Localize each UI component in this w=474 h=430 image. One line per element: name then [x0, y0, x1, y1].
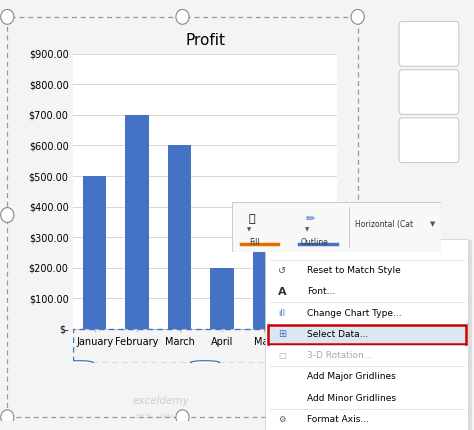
Circle shape — [351, 9, 364, 24]
Text: ⚙: ⚙ — [278, 415, 286, 424]
FancyBboxPatch shape — [238, 206, 289, 247]
Circle shape — [351, 410, 364, 425]
Text: Horizontal (Cat: Horizontal (Cat — [356, 220, 413, 229]
Text: Font...: Font... — [307, 287, 336, 296]
Text: ıll: ıll — [279, 309, 286, 318]
Text: Delete: Delete — [307, 245, 337, 254]
Text: Reset to Match Style: Reset to Match Style — [307, 266, 401, 275]
Text: ↺: ↺ — [278, 266, 286, 276]
Bar — [295, 207, 319, 329]
Text: Change Chart Type...: Change Chart Type... — [307, 309, 402, 318]
Text: Outline: Outline — [301, 238, 329, 247]
Circle shape — [176, 9, 189, 24]
Text: 3-D Rotation...: 3-D Rotation... — [307, 351, 373, 360]
FancyBboxPatch shape — [399, 118, 459, 163]
FancyBboxPatch shape — [399, 22, 459, 66]
Text: Select Data...: Select Data... — [307, 330, 368, 339]
Circle shape — [176, 410, 189, 425]
Text: ✎: ✎ — [423, 83, 435, 97]
Circle shape — [1, 208, 14, 222]
Title: Profit: Profit — [185, 34, 225, 49]
Bar — [126, 115, 149, 329]
FancyBboxPatch shape — [399, 70, 459, 114]
Text: ✏: ✏ — [305, 215, 315, 224]
Circle shape — [1, 410, 14, 425]
Text: Fill: Fill — [249, 238, 260, 247]
Text: Add Minor Gridlines: Add Minor Gridlines — [307, 393, 396, 402]
FancyBboxPatch shape — [270, 240, 472, 430]
Text: EXCEL • DATA • BI: EXCEL • DATA • BI — [136, 414, 186, 419]
Text: +: + — [423, 35, 435, 49]
Circle shape — [191, 361, 219, 365]
Bar — [253, 237, 276, 329]
FancyBboxPatch shape — [265, 239, 468, 430]
Text: ▼: ▼ — [305, 227, 310, 232]
Circle shape — [64, 361, 93, 365]
FancyBboxPatch shape — [267, 325, 465, 344]
Text: ⊽: ⊽ — [423, 132, 435, 145]
Text: ⊞: ⊞ — [278, 329, 286, 339]
Text: ▼: ▼ — [430, 221, 436, 227]
Text: Format Axis...: Format Axis... — [307, 415, 369, 424]
Bar — [83, 176, 106, 329]
Text: 🪣: 🪣 — [249, 215, 255, 224]
Text: _: _ — [262, 236, 265, 245]
Text: ▼: ▼ — [247, 227, 251, 232]
Bar — [210, 268, 234, 329]
Text: A: A — [278, 287, 286, 297]
Circle shape — [351, 208, 364, 222]
Text: Add Major Gridlines: Add Major Gridlines — [307, 372, 396, 381]
Text: exceldemy: exceldemy — [133, 396, 190, 406]
Circle shape — [1, 9, 14, 24]
Bar — [168, 145, 191, 329]
FancyBboxPatch shape — [232, 202, 441, 252]
Text: □: □ — [278, 351, 286, 360]
